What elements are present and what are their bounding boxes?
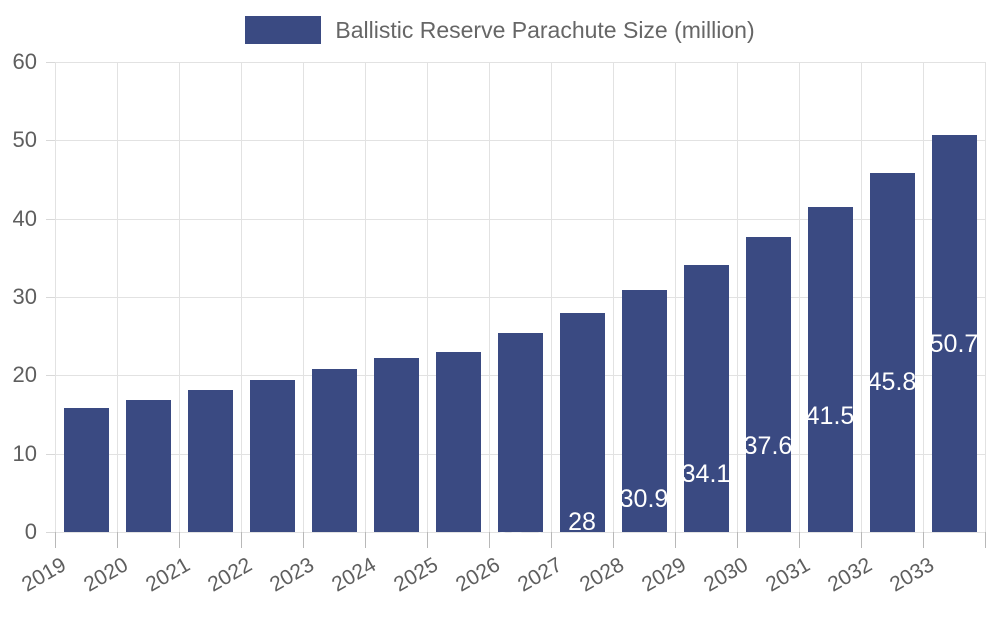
x-axis-tick-label: 2028	[576, 553, 628, 597]
gridline-vertical	[427, 62, 428, 532]
x-axis-tick	[55, 532, 56, 548]
y-axis-tick-label: 0	[24, 519, 37, 544]
x-axis-tick-label: 2027	[514, 553, 566, 597]
x-axis-tick-label: 2025	[390, 553, 442, 597]
x-axis-tick	[179, 532, 180, 548]
gridline-vertical	[675, 62, 676, 532]
x-axis-tick	[427, 532, 428, 548]
bar[interactable]	[497, 333, 543, 532]
y-axis-tick	[46, 297, 55, 298]
gridline-vertical	[923, 62, 924, 532]
chart-legend: Ballistic Reserve Parachute Size (millio…	[0, 8, 1000, 52]
gridline-vertical	[613, 62, 614, 532]
x-axis-tick-labels: 2019 2020 2021 2022 2023 2024 2025 2026 2027 2028…	[18, 532, 1000, 600]
y-axis-tick	[46, 219, 55, 220]
x-axis-tick-label: 2033	[886, 553, 938, 597]
x-axis-tick-label: 2019	[18, 553, 70, 597]
x-axis-tick	[117, 532, 118, 548]
y-axis-tick	[46, 532, 55, 533]
bar[interactable]	[435, 351, 481, 532]
x-axis-tick-label: 2031	[762, 553, 814, 597]
bar[interactable]	[745, 237, 791, 532]
gridline-vertical	[985, 62, 986, 532]
x-axis-tick	[241, 532, 242, 548]
x-axis-tick	[551, 532, 552, 548]
x-axis-tick-label: 2032	[824, 553, 876, 597]
y-axis-tick	[46, 62, 55, 63]
plot-area: 15.8 16.9 18.1 19.4 20.8 22.2 23 25.4 28 30.9 34.1…	[46, 62, 986, 630]
gridline-vertical	[179, 62, 180, 532]
bar[interactable]	[621, 289, 667, 532]
bar[interactable]	[311, 369, 357, 532]
y-axis-tick	[46, 375, 55, 376]
x-axis-tick-label: 2021	[142, 553, 194, 597]
bar[interactable]	[63, 408, 109, 532]
x-axis-tick	[365, 532, 366, 548]
gridline-horizontal	[55, 532, 985, 533]
x-axis-tick-label: 2026	[452, 553, 504, 597]
bar[interactable]	[683, 264, 729, 532]
bar-value-label: 15.8	[61, 603, 111, 631]
bar-chart: Ballistic Reserve Parachute Size (millio…	[0, 8, 1000, 630]
gridline-horizontal	[55, 62, 985, 63]
gridline-vertical	[117, 62, 118, 532]
y-axis-tick-labels: 0 10 20 30 40 50 60	[0, 51, 37, 543]
bar[interactable]	[125, 399, 171, 532]
bar[interactable]	[187, 390, 233, 532]
x-axis-tick	[613, 532, 614, 548]
x-axis-tick-label: 2020	[80, 553, 132, 597]
y-axis-tick-label: 50	[12, 127, 37, 153]
legend-label: Ballistic Reserve Parachute Size (millio…	[335, 16, 755, 43]
y-axis-tick-label: 10	[12, 440, 37, 466]
x-axis-tick	[985, 532, 986, 548]
gridline-vertical	[241, 62, 242, 532]
y-axis-tick-label: 40	[12, 205, 37, 231]
x-axis-tick	[737, 532, 738, 548]
bar[interactable]	[869, 173, 915, 532]
gridline-vertical	[489, 62, 490, 532]
gridline-vertical	[551, 62, 552, 532]
gridline-vertical	[737, 62, 738, 532]
y-axis-tick	[46, 454, 55, 455]
bar[interactable]	[931, 134, 977, 532]
x-axis-tick-label: 2030	[700, 553, 752, 597]
gridline-horizontal	[55, 297, 985, 298]
legend-swatch-ballistic-reserve-parachute-size	[245, 16, 322, 44]
y-axis-tick-label: 20	[12, 362, 37, 388]
bar[interactable]	[559, 312, 605, 532]
bar[interactable]	[249, 380, 295, 532]
x-axis-tick	[675, 532, 676, 548]
gridline-vertical	[365, 62, 366, 532]
x-axis-tick-label: 2023	[266, 553, 318, 597]
x-axis-tick-label: 2022	[204, 553, 256, 597]
bar-value-label: 16.9	[123, 594, 173, 623]
bar[interactable]	[807, 206, 853, 532]
gridline-vertical	[861, 62, 862, 532]
gridline-horizontal	[55, 140, 985, 141]
x-axis-tick	[489, 532, 490, 548]
x-axis-tick-label: 2029	[638, 553, 690, 597]
y-axis-tick-label: 30	[12, 284, 37, 309]
x-axis-tick	[303, 532, 304, 548]
y-axis-tick-label: 60	[12, 49, 37, 74]
gridline-vertical	[303, 62, 304, 532]
gridline-vertical	[55, 62, 56, 532]
x-axis-tick-label: 2024	[328, 553, 380, 597]
x-axis-tick	[861, 532, 862, 548]
y-axis-tick	[46, 140, 55, 141]
gridline-vertical	[799, 62, 800, 532]
x-axis-tick	[923, 532, 924, 548]
bar[interactable]	[373, 358, 419, 532]
x-axis-tick	[799, 532, 800, 548]
gridline-horizontal	[55, 219, 985, 220]
